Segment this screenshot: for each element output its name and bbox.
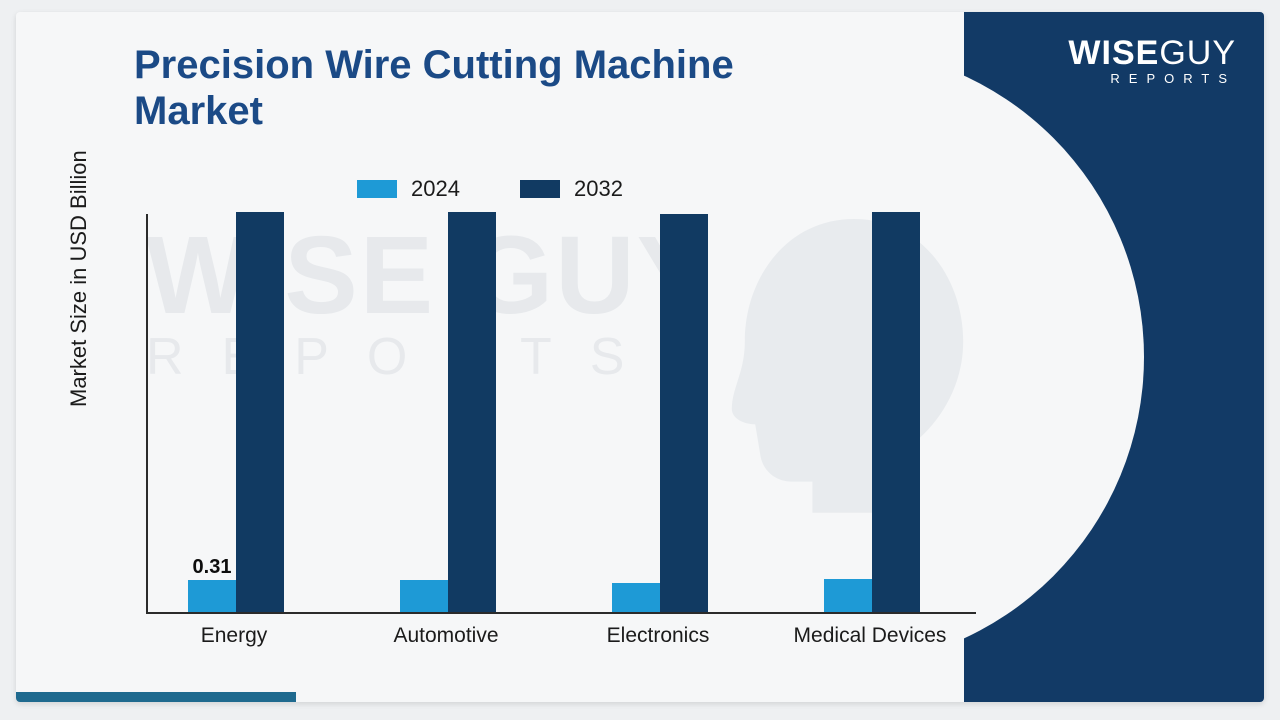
brand-part2: GUY xyxy=(1159,34,1236,72)
legend-label-2024: 2024 xyxy=(411,176,460,202)
bar xyxy=(400,580,448,612)
bar xyxy=(824,579,872,612)
bar xyxy=(188,580,236,612)
legend-item-2024: 2024 xyxy=(357,176,460,202)
bar xyxy=(660,214,708,612)
x-tick-label: Automotive xyxy=(356,624,536,648)
x-tick-label: Medical Devices xyxy=(780,624,960,648)
bar xyxy=(448,212,496,612)
brand-block: WISEGUY REPORTS xyxy=(1068,34,1236,86)
footer-accent xyxy=(16,692,296,702)
x-tick-label: Electronics xyxy=(568,624,748,648)
bar xyxy=(872,212,920,612)
bar-group xyxy=(400,212,500,612)
legend: 2024 2032 xyxy=(16,176,964,202)
y-axis-label: Market Size in USD Billion xyxy=(66,150,92,407)
bar xyxy=(612,583,660,612)
chart-title: Precision Wire Cutting Machine Market xyxy=(134,42,834,134)
bar-value-label: 0.31 xyxy=(193,556,232,579)
legend-item-2032: 2032 xyxy=(520,176,623,202)
legend-swatch-2024 xyxy=(357,180,397,198)
legend-swatch-2032 xyxy=(520,180,560,198)
chart-card: WISEGUY REPORTS WISE GUY REPORTS Precisi… xyxy=(16,12,1264,702)
bar-group xyxy=(824,212,924,612)
brand-part1: WISE xyxy=(1068,34,1159,72)
x-axis-labels: Energy Automotive Electronics Medical Devic… xyxy=(146,618,976,678)
brand-subtitle: REPORTS xyxy=(1068,71,1236,86)
bar-group xyxy=(188,212,288,612)
plot-area: 0.31 xyxy=(146,214,976,614)
bar-group xyxy=(612,214,712,612)
brand-line1: WISEGUY xyxy=(1068,34,1236,73)
bar xyxy=(236,212,284,612)
legend-label-2032: 2032 xyxy=(574,176,623,202)
x-tick-label: Energy xyxy=(144,624,324,648)
